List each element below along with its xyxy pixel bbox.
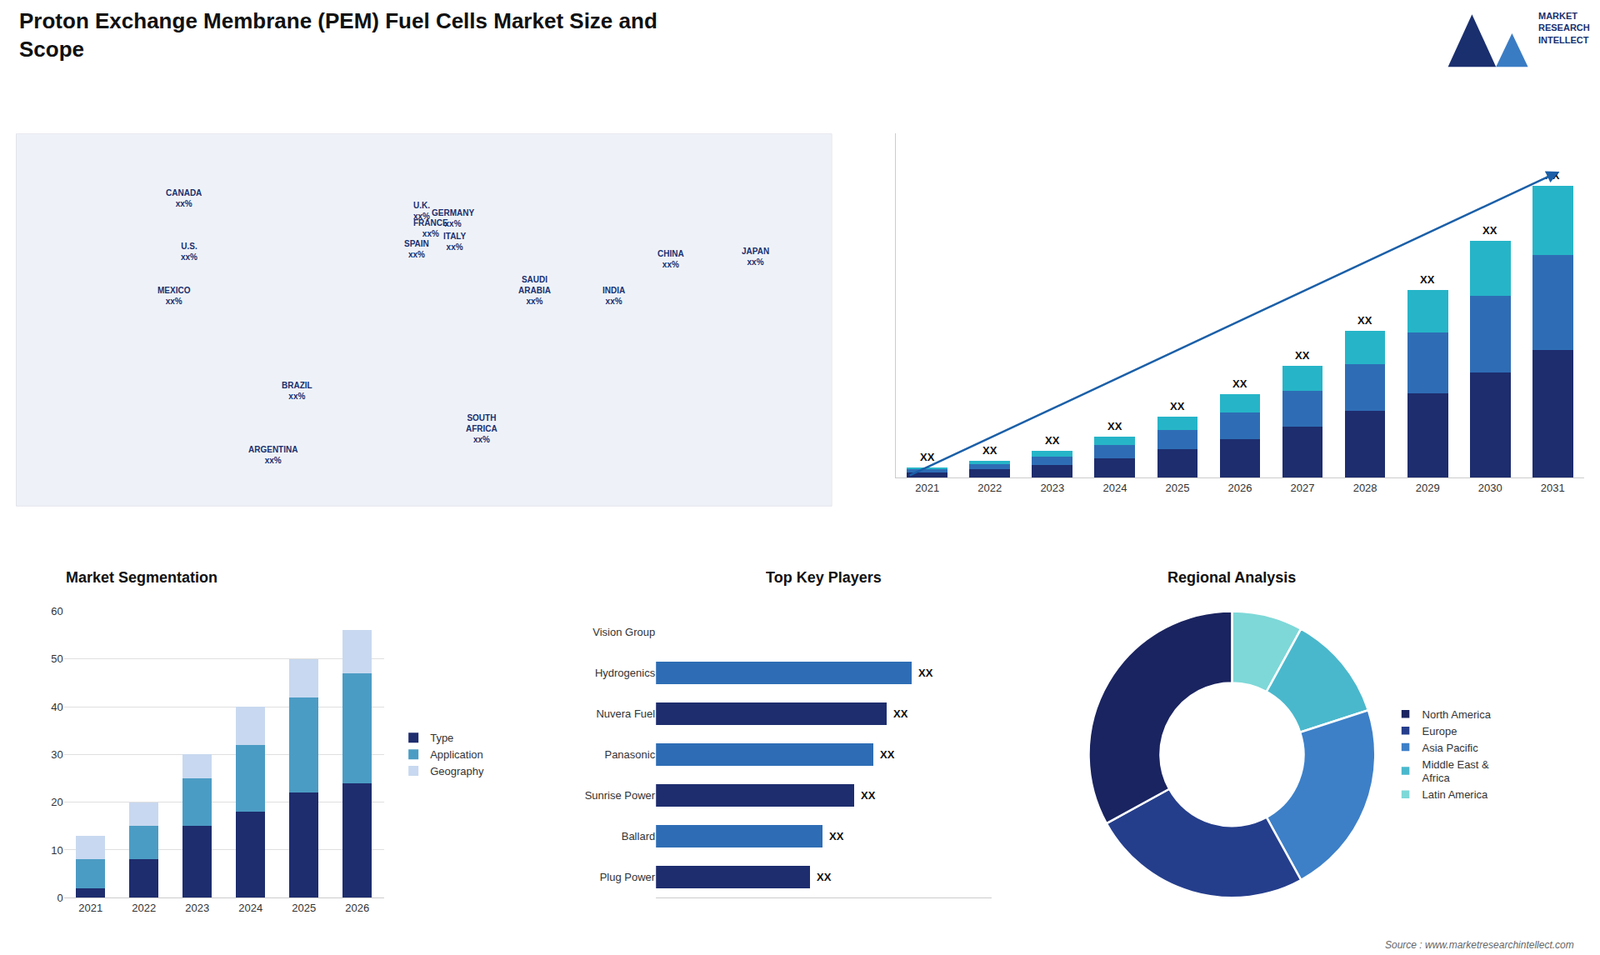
svg-text:Type: Type xyxy=(430,731,454,745)
svg-text:Middle East &Africa: Middle East &Africa xyxy=(1422,758,1490,785)
svg-text:Hydrogenics: Hydrogenics xyxy=(595,666,656,680)
svg-text:2025: 2025 xyxy=(1165,481,1190,495)
svg-text:U.K.xx%: U.K.xx% xyxy=(413,200,430,221)
svg-text:Vision Group: Vision Group xyxy=(592,625,655,639)
svg-text:ARGENTINAxx%: ARGENTINAxx% xyxy=(248,445,298,465)
svg-text:U.S.xx%: U.S.xx% xyxy=(180,241,198,262)
svg-text:XX: XX xyxy=(1232,377,1248,390)
svg-text:20: 20 xyxy=(50,795,63,809)
svg-text:Geography: Geography xyxy=(430,765,485,778)
svg-text:2021: 2021 xyxy=(78,901,103,915)
svg-text:Proton Exchange Membrane (PEM): Proton Exchange Membrane (PEM) Fuel Cell… xyxy=(19,8,658,62)
svg-text:10: 10 xyxy=(50,843,63,856)
svg-text:CANADAxx%: CANADAxx% xyxy=(165,188,202,209)
svg-text:2026: 2026 xyxy=(1228,481,1253,495)
svg-text:CHINAxx%: CHINAxx% xyxy=(657,249,685,270)
svg-text:XX: XX xyxy=(860,789,876,802)
svg-text:XX: XX xyxy=(918,666,934,680)
svg-text:Europe: Europe xyxy=(1422,725,1458,738)
svg-text:2031: 2031 xyxy=(1540,481,1565,495)
svg-text:SAUDIARABIAxx%: SAUDIARABIAxx% xyxy=(518,275,551,306)
svg-text:2030: 2030 xyxy=(1478,481,1503,495)
svg-text:Panasonic: Panasonic xyxy=(604,748,655,761)
svg-text:2025: 2025 xyxy=(291,901,316,915)
svg-text:2027: 2027 xyxy=(1290,481,1315,495)
svg-text:MEXICOxx%: MEXICOxx% xyxy=(157,285,191,306)
svg-text:XX: XX xyxy=(982,444,998,457)
svg-text:INDIAxx%: INDIAxx% xyxy=(602,285,625,306)
svg-text:JAPANxx%: JAPANxx% xyxy=(741,246,770,267)
svg-text:Regional Analysis: Regional Analysis xyxy=(1167,569,1296,586)
svg-text:MARKETRESEARCHINTELLECT: MARKETRESEARCHINTELLECT xyxy=(1538,10,1590,45)
svg-text:XX: XX xyxy=(1545,169,1560,182)
svg-text:FRANCExx%: FRANCExx% xyxy=(413,218,449,239)
svg-text:XX: XX xyxy=(1107,420,1123,433)
svg-text:40: 40 xyxy=(50,700,63,714)
svg-text:Source : www.marketresearchint: Source : www.marketresearchintellect.com xyxy=(1385,939,1575,951)
svg-text:2022: 2022 xyxy=(131,901,156,915)
svg-text:2028: 2028 xyxy=(1353,481,1378,495)
svg-text:60: 60 xyxy=(50,605,63,618)
svg-text:2024: 2024 xyxy=(238,901,263,915)
svg-text:XX: XX xyxy=(920,450,935,464)
svg-text:Asia Pacific: Asia Pacific xyxy=(1422,741,1480,755)
svg-text:Market Segmentation: Market Segmentation xyxy=(65,569,218,586)
svg-text:North America: North America xyxy=(1422,708,1492,721)
svg-text:XX: XX xyxy=(816,870,832,884)
svg-text:XX: XX xyxy=(1170,400,1185,413)
svg-text:SOUTHAFRICAxx%: SOUTHAFRICAxx% xyxy=(465,413,498,445)
svg-text:SPAINxx%: SPAINxx% xyxy=(404,239,430,260)
svg-text:2024: 2024 xyxy=(1102,481,1127,495)
svg-text:Nuvera Fuel: Nuvera Fuel xyxy=(595,707,655,720)
svg-text:2029: 2029 xyxy=(1415,481,1440,495)
svg-text:Plug Power: Plug Power xyxy=(600,870,656,884)
svg-text:XX: XX xyxy=(1357,314,1373,327)
svg-text:XX: XX xyxy=(1045,434,1060,447)
svg-text:30: 30 xyxy=(50,748,63,761)
svg-text:Ballard: Ballard xyxy=(621,830,655,843)
svg-text:Top Key Players: Top Key Players xyxy=(765,569,882,586)
svg-text:XX: XX xyxy=(1295,349,1310,362)
svg-text:50: 50 xyxy=(50,652,63,665)
svg-text:Latin America: Latin America xyxy=(1422,788,1490,801)
svg-text:2023: 2023 xyxy=(185,901,210,915)
svg-text:ITALYxx%: ITALYxx% xyxy=(443,231,467,252)
svg-text:GERMANYxx%: GERMANYxx% xyxy=(431,208,475,229)
svg-text:2021: 2021 xyxy=(915,481,940,495)
svg-text:2026: 2026 xyxy=(345,901,370,915)
svg-text:XX: XX xyxy=(1482,224,1498,237)
svg-text:XX: XX xyxy=(1420,273,1435,286)
svg-text:XX: XX xyxy=(893,707,909,720)
svg-text:2022: 2022 xyxy=(977,481,1002,495)
svg-text:BRAZILxx%: BRAZILxx% xyxy=(281,380,313,401)
svg-text:2023: 2023 xyxy=(1040,481,1065,495)
svg-text:XX: XX xyxy=(880,748,895,761)
svg-text:Sunrise Power: Sunrise Power xyxy=(585,789,656,802)
svg-text:XX: XX xyxy=(829,830,845,843)
svg-text:Application: Application xyxy=(430,748,484,761)
svg-text:0: 0 xyxy=(57,891,64,905)
